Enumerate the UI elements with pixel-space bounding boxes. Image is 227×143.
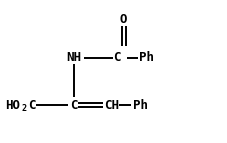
Text: Ph: Ph	[133, 99, 148, 112]
Text: 2: 2	[22, 104, 27, 113]
Text: C: C	[28, 99, 36, 112]
Text: NH: NH	[66, 51, 81, 64]
Text: C: C	[113, 51, 121, 64]
Text: CH: CH	[104, 99, 119, 112]
Text: HO: HO	[5, 99, 20, 112]
Text: Ph: Ph	[139, 51, 154, 64]
Text: O: O	[120, 13, 128, 26]
Text: C: C	[70, 99, 78, 112]
